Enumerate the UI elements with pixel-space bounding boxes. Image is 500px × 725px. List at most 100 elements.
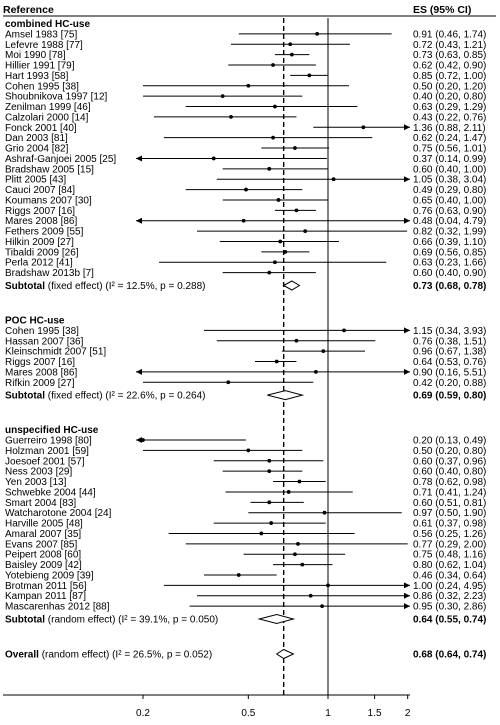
es-ci-value: 0.80 (0.62, 1.04) [413,560,486,571]
ci-arrow-right [404,603,410,610]
es-ci-value: 0.95 (0.30, 2.86) [413,602,486,613]
study-label: Amaral 2007 [35] [5,529,81,540]
subtotal-es-ci: 0.73 (0.68, 0.78) [413,281,486,292]
study-label: Hillier 1991 [79] [5,61,75,72]
point-estimate [267,500,272,505]
es-ci-value: 0.75 (0.56, 1.01) [413,144,486,155]
point-estimate [286,490,291,494]
es-ci-value: 0.64 (0.53, 0.76) [413,357,486,368]
study-label: Plitt 2005 [43] [5,175,66,186]
es-ci-value: 0.66 (0.39, 1.10) [413,237,486,248]
study-label: Mares 2008 [86] [5,216,77,227]
ci-arrow-right [404,124,410,131]
es-ci-value: 1.00 (0.24, 4.95) [413,581,486,592]
study-label: Ness 2003 [29] [5,467,72,478]
overall-diamond [275,648,295,660]
overall-label: Overall (random effect) (I² = 26.5%, p =… [5,650,212,661]
study-label: Mascarenhas 2012 [88] [5,602,110,613]
x-tick-label: 0.2 [136,708,150,719]
point-estimate [267,458,272,463]
point-estimate [271,63,275,67]
study-label: Yotebieng 2009 [39] [5,570,94,581]
point-estimate [331,177,336,182]
ci-arrow-left [136,368,142,375]
es-ci-value: 0.91 (0.46, 1.74) [413,29,486,40]
study-label: Bradshaw 2005 [15] [5,164,94,175]
point-estimate [294,338,299,343]
es-ci-value: 0.73 (0.63, 0.85) [413,50,486,61]
point-estimate [220,94,225,99]
es-ci-value: 0.60 (0.40, 0.80) [413,467,486,478]
point-estimate [300,562,305,567]
study-label: Hassan 2007 [36] [5,336,84,347]
es-ci-value: 0.62 (0.24, 1.47) [413,133,486,144]
point-estimate [272,260,277,265]
study-label: Cohen 1995 [38] [5,326,79,337]
es-ci-value: 0.49 (0.29, 0.80) [413,185,486,196]
es-ci-value: 0.43 (0.22, 0.76) [413,112,486,123]
es-ci-value: 0.77 (0.29, 2.00) [413,539,486,550]
study-label: Perla 2012 [41] [5,258,73,269]
ci-arrow-left [136,217,142,224]
es-ci-value: 1.05 (0.38, 3.04) [413,175,486,186]
group-label: POC HC-use [5,316,65,327]
x-tick-label: 1.5 [368,708,382,719]
es-ci-value: 0.20 (0.13, 0.49) [413,436,486,447]
study-label: Lefevre 1988 [77] [5,40,83,51]
es-ci-value: 0.76 (0.38, 1.51) [413,336,486,347]
study-label: Amsel 1983 [75] [5,29,77,40]
study-label: Holzman 2001 [59] [5,446,89,457]
point-estimate [246,448,251,453]
study-label: Ashraf-Ganjoei 2005 [25] [5,154,116,165]
point-estimate [236,573,241,577]
study-label: Smart 2004 [83] [5,498,76,509]
study-label: Brotman 2011 [56] [5,581,87,592]
study-label: Rifkin 2009 [27] [5,378,75,389]
study-label: Riggs 2007 [16] [5,357,75,368]
x-tick-label: 1 [325,708,331,719]
es-ci-value: 0.78 (0.62, 0.98) [413,477,486,488]
point-estimate [267,166,272,171]
es-ci-value: 0.60 (0.40, 0.90) [413,268,486,279]
es-ci-value: 0.60 (0.51, 0.81) [413,498,486,509]
study-label: Kleinschmidt 2007 [51] [5,347,106,358]
study-label: Koumans 2007 [30] [5,195,92,206]
es-ci-column-header: ES (95% CI) [413,4,471,16]
subtotal-label: Subtotal (random effect) (I² = 39.1%, p … [5,615,218,626]
point-estimate [294,208,299,213]
es-ci-value: 0.69 (0.56, 0.85) [413,247,486,258]
x-tick-label: 2 [405,708,411,719]
es-ci-value: 0.50 (0.20, 1.20) [413,81,486,92]
point-estimate [315,31,320,36]
study-label: Moi 1990 [78] [5,50,66,61]
point-estimate [361,125,366,130]
study-label: Dan 2003 [81] [5,133,68,144]
point-estimate [297,479,302,484]
subtotal-diamond [257,613,296,625]
ci-arrow-right [404,327,410,334]
point-estimate [342,328,346,333]
study-label: Shoubnikova 1997 [12] [5,92,108,103]
es-ci-value: 0.71 (0.41, 1.24) [413,487,486,498]
point-estimate [226,380,231,385]
point-estimate [271,135,275,140]
study-label: Evans 2007 [85] [5,539,77,550]
point-estimate [278,239,283,244]
es-ci-value: 0.65 (0.40, 1.00) [413,195,486,206]
point-estimate [259,531,264,536]
study-label: Fethers 2009 [55] [5,227,84,238]
reference-column-header: Reference [3,4,54,16]
es-ci-value: 0.48 (0.04, 4.79) [413,216,486,227]
subtotal-es-ci: 0.64 (0.55, 0.74) [413,615,486,626]
study-label: Tibaldi 2009 [26] [5,247,79,258]
ci-arrow-right [404,592,410,599]
es-ci-value: 1.36 (0.88, 2.11) [413,123,486,134]
point-estimate [141,438,145,442]
study-label: Watcharotone 2004 [24] [5,508,112,519]
es-ci-value: 0.56 (0.25, 1.26) [413,529,486,540]
ci-arrow-right [404,217,410,224]
group-label: combined HC-use [5,19,90,30]
study-label: Joesoef 2001 [57] [5,456,85,467]
